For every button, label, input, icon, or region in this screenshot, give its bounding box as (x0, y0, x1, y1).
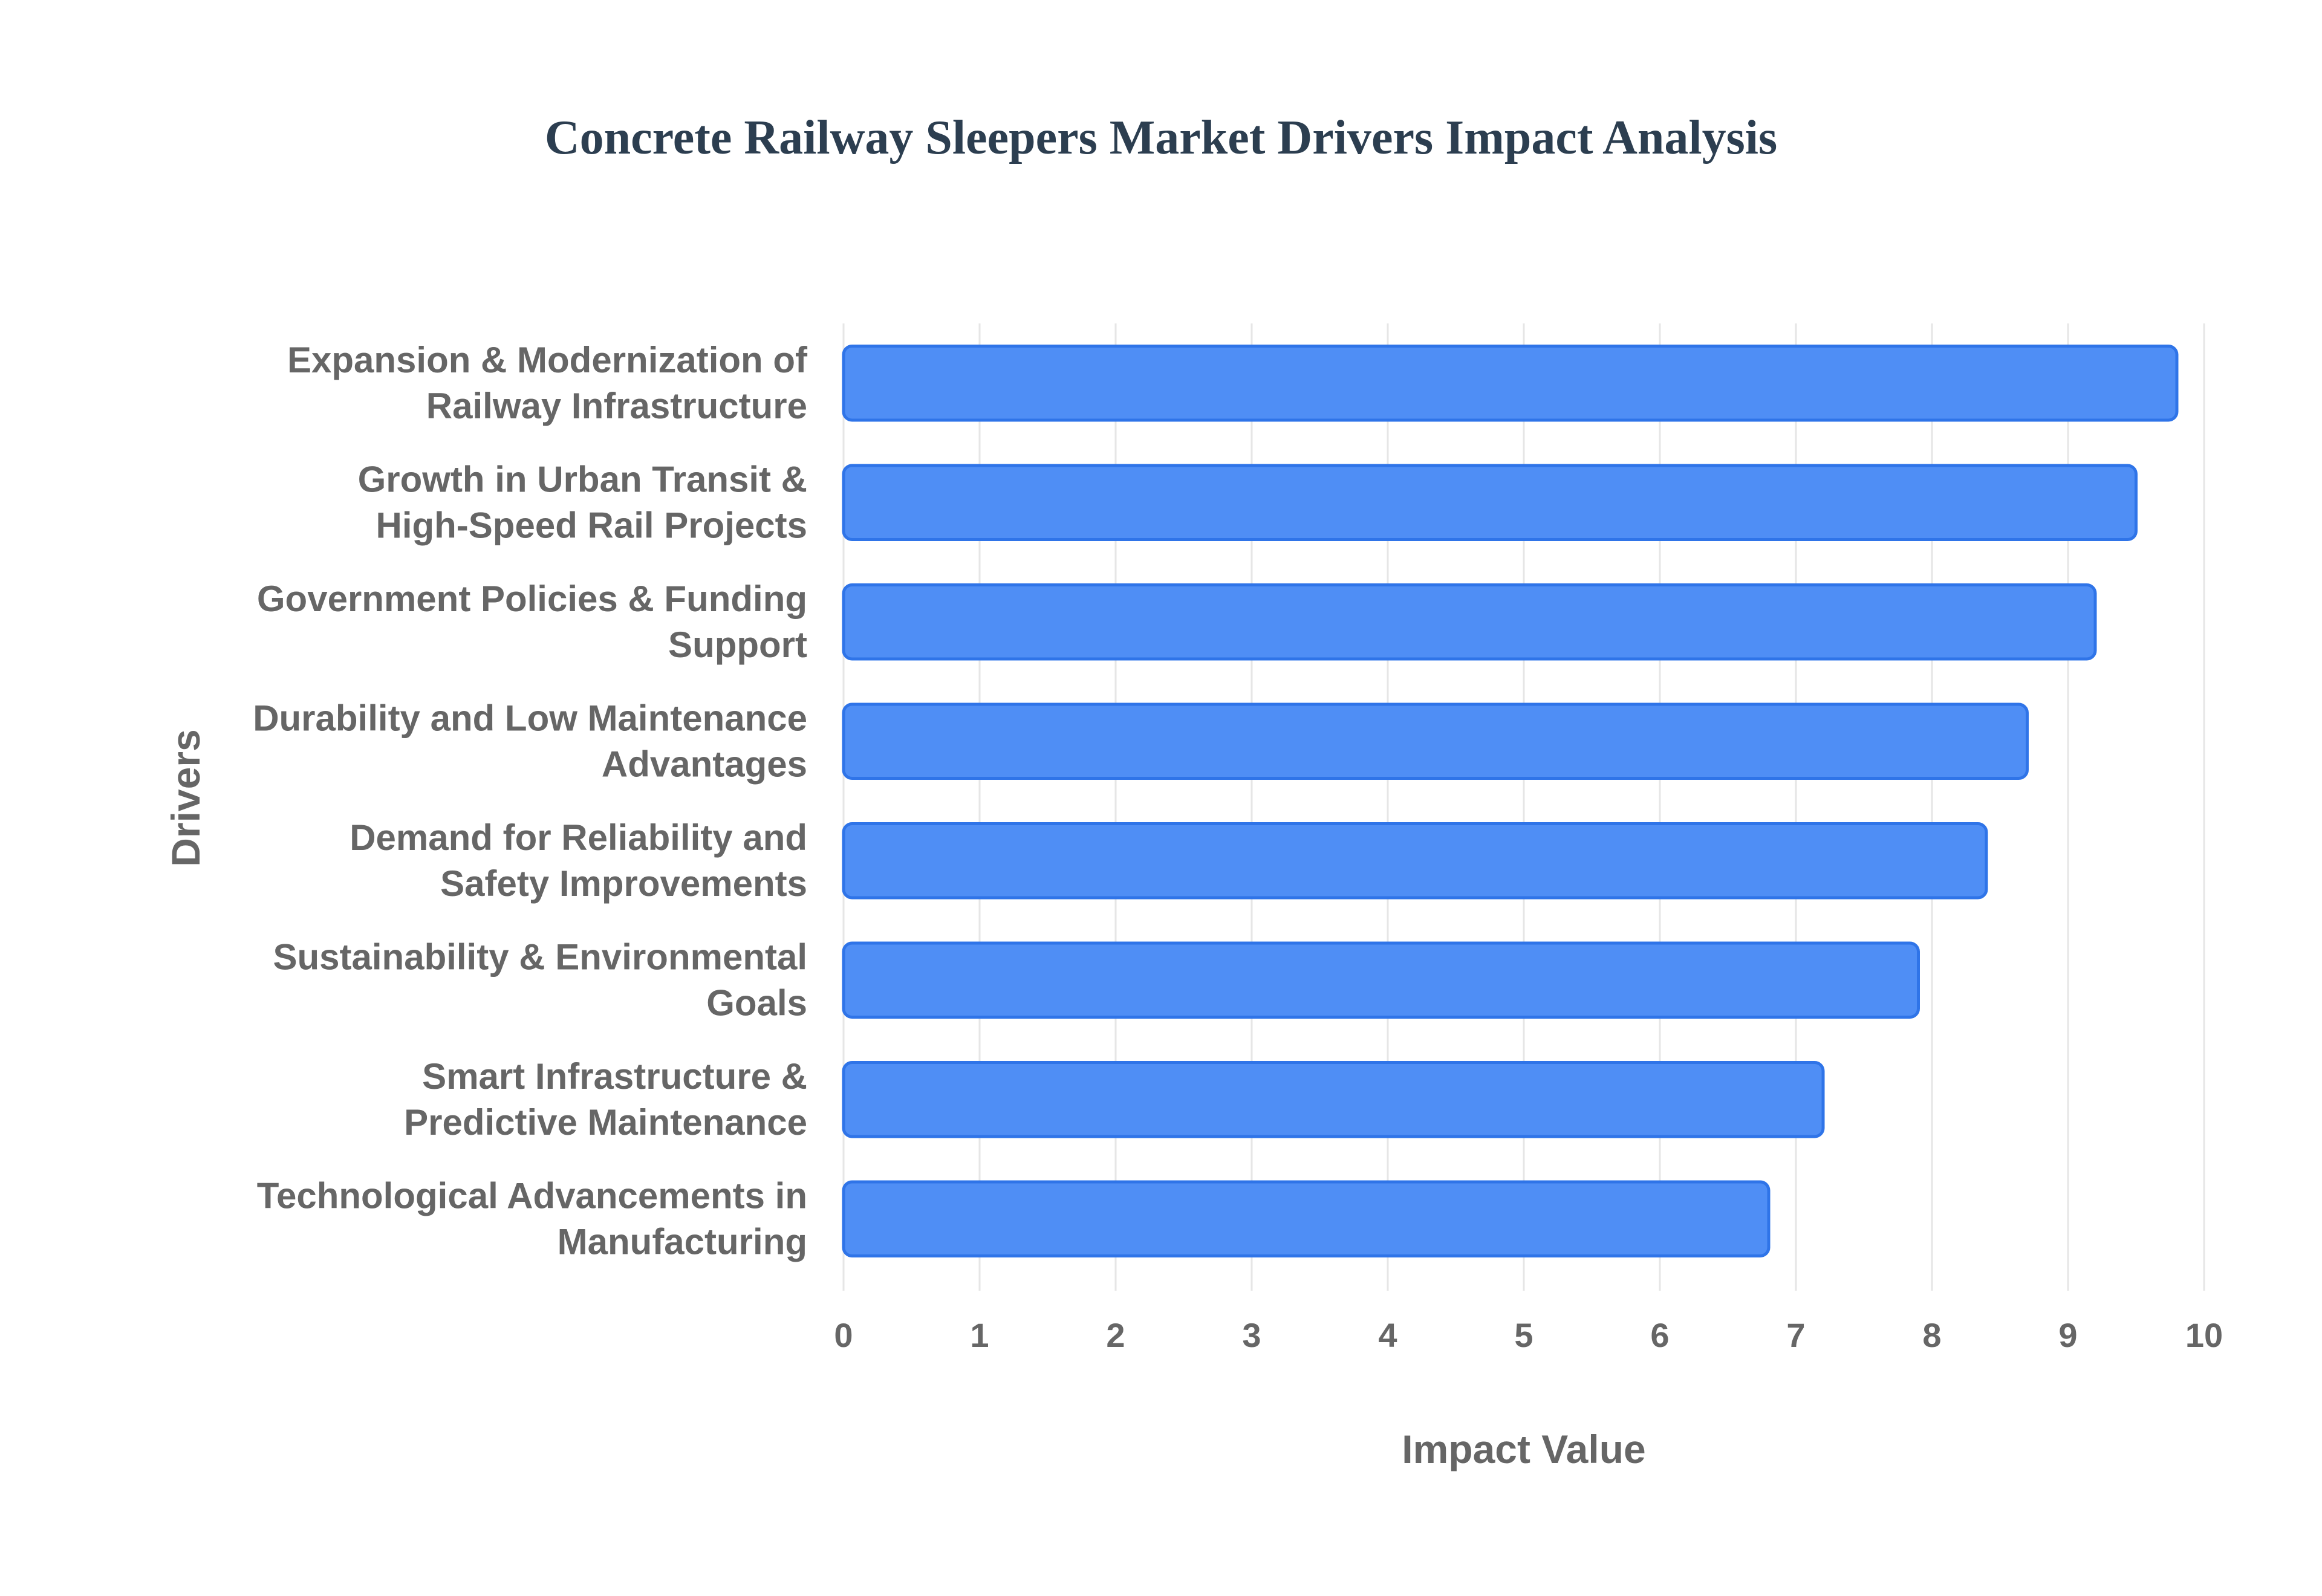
category-label-line: Technological Advancements in (257, 1175, 807, 1216)
category-label: Expansion & Modernization of Railway Infr… (287, 340, 808, 426)
category-label-line: Goals (706, 982, 807, 1023)
x-tick-label: 3 (1242, 1316, 1261, 1354)
bar (842, 583, 2097, 661)
category-label: Growth in Urban Transit & High-Speed Rail… (358, 459, 807, 545)
category-label-line: Manufacturing (558, 1221, 807, 1262)
category-label-line: Durability and Low Maintenance (253, 698, 807, 738)
category-labels: Expansion & Modernization of Railway Infr… (253, 340, 808, 1262)
category-label-line: High-Speed Rail Projects (376, 505, 808, 545)
bar (842, 1180, 1771, 1257)
x-tick-label: 4 (1378, 1316, 1397, 1354)
category-label: Durability and Low Maintenance Advantages (253, 698, 807, 784)
bars (842, 345, 2179, 1257)
category-label-line: Smart Infrastructure & (422, 1056, 807, 1097)
bar (842, 345, 2179, 422)
x-tick-label: 9 (2058, 1316, 2077, 1354)
x-tick-label: 1 (970, 1316, 989, 1354)
x-tick-label: 5 (1514, 1316, 1533, 1354)
category-label-line: Demand for Reliability and (350, 817, 807, 858)
category-label-line: Government Policies & Funding (257, 579, 807, 619)
category-label-line: Advantages (602, 744, 807, 784)
bar (842, 941, 1920, 1019)
category-label-line: Railway Infrastructure (426, 386, 807, 426)
chart-title: Concrete Railway Sleepers Market Drivers… (545, 111, 1777, 164)
category-label-line: Safety Improvements (440, 863, 807, 904)
x-tick-labels: 0 1 2 3 4 5 6 7 8 9 10 (834, 1316, 2223, 1354)
category-label-line: Support (668, 624, 807, 665)
x-tick-label: 6 (1650, 1316, 1669, 1354)
bar (842, 702, 2029, 780)
bar (842, 822, 1988, 900)
category-label: Smart Infrastructure & Predictive Mainten… (404, 1056, 807, 1143)
x-tick-label: 7 (1786, 1316, 1805, 1354)
category-label: Technological Advancements in Manufacturi… (257, 1175, 807, 1262)
category-label-line: Expansion & Modernization of (287, 340, 808, 380)
category-label: Government Policies & Funding Support (257, 579, 807, 665)
y-axis-title: Drivers (163, 729, 208, 867)
bar (842, 464, 2138, 541)
x-tick-label: 0 (834, 1316, 853, 1354)
x-tick-label: 10 (2185, 1316, 2223, 1354)
category-label-line: Growth in Urban Transit & (358, 459, 807, 499)
category-label: Sustainability & Environmental Goals (273, 936, 807, 1023)
x-tick-label: 2 (1106, 1316, 1125, 1354)
category-label-line: Sustainability & Environmental (273, 936, 807, 977)
x-tick-label: 8 (1922, 1316, 1941, 1354)
x-axis-title: Impact Value (1402, 1427, 1646, 1471)
category-label-line: Predictive Maintenance (404, 1102, 807, 1143)
category-label: Demand for Reliability and Safety Improve… (350, 817, 807, 904)
bar (842, 1061, 1825, 1138)
